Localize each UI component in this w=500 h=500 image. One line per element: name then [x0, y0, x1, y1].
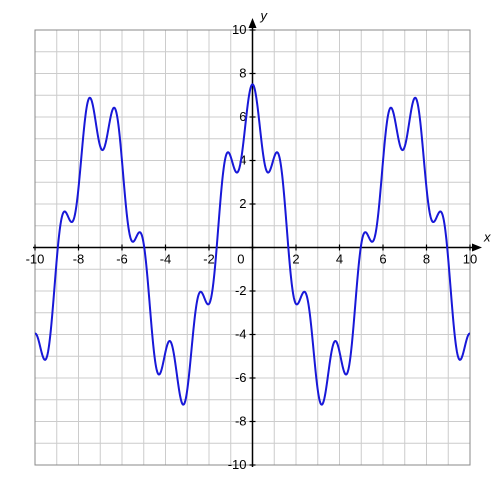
svg-text:-4: -4 [235, 327, 247, 342]
svg-text:2: 2 [292, 252, 299, 267]
svg-text:-8: -8 [73, 252, 85, 267]
svg-text:4: 4 [336, 252, 343, 267]
svg-text:-2: -2 [203, 252, 215, 267]
svg-text:10: 10 [232, 22, 246, 37]
svg-text:8: 8 [239, 66, 246, 81]
line-chart: -10-8-6-4-20246810-10-8-6-4-2246810xy [0, 0, 500, 500]
svg-text:-6: -6 [116, 252, 128, 267]
svg-text:6: 6 [379, 252, 386, 267]
svg-text:10: 10 [463, 252, 477, 267]
svg-text:-10: -10 [26, 252, 45, 267]
svg-text:-10: -10 [228, 457, 247, 472]
svg-text:8: 8 [423, 252, 430, 267]
svg-text:-2: -2 [235, 283, 247, 298]
svg-text:0: 0 [237, 252, 244, 267]
chart-container: -10-8-6-4-20246810-10-8-6-4-2246810xy [0, 0, 500, 500]
svg-text:-4: -4 [160, 252, 172, 267]
svg-text:2: 2 [239, 196, 246, 211]
svg-text:x: x [483, 230, 491, 245]
svg-text:-8: -8 [235, 414, 247, 429]
svg-text:-6: -6 [235, 370, 247, 385]
